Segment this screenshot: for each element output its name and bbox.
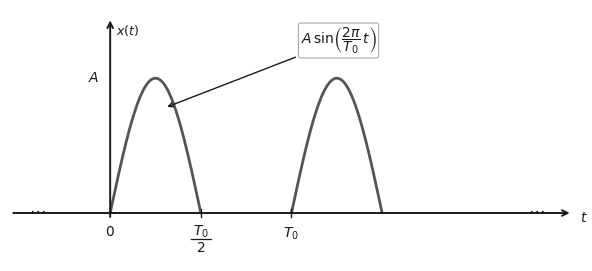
- Text: $t$: $t$: [580, 211, 588, 225]
- Text: $\cdots$: $\cdots$: [528, 201, 545, 219]
- Text: $T_0$: $T_0$: [193, 224, 209, 240]
- Text: $A\,\sin\!\left(\dfrac{2\pi}{T_0}\,t\right)$: $A\,\sin\!\left(\dfrac{2\pi}{T_0}\,t\rig…: [169, 25, 377, 107]
- Text: $0$: $0$: [105, 225, 115, 239]
- Text: $2$: $2$: [196, 241, 205, 255]
- Text: $A$: $A$: [88, 71, 99, 85]
- Text: $\cdots$: $\cdots$: [30, 201, 46, 219]
- Text: $x(t)$: $x(t)$: [115, 23, 139, 38]
- Text: $T_0$: $T_0$: [284, 225, 300, 241]
